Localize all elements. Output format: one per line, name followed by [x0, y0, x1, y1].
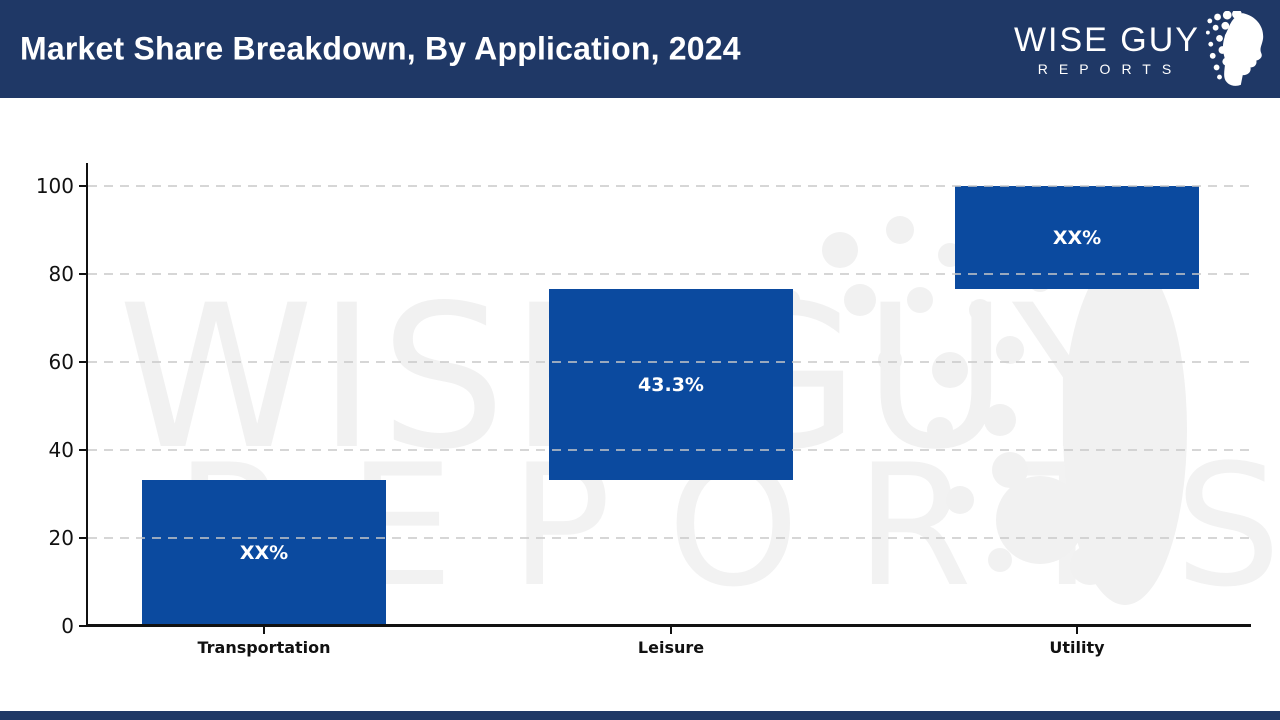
- logo-wordmark: WISE GUY REPORTS: [1014, 21, 1200, 77]
- y-tick-mark: [79, 449, 88, 451]
- header: Market Share Breakdown, By Application, …: [0, 0, 1280, 98]
- logo-title: WISE GUY: [1013, 21, 1200, 59]
- logo-subtitle: REPORTS: [1037, 61, 1183, 77]
- y-tick-mark: [79, 185, 88, 187]
- x-axis-line: [86, 624, 1251, 627]
- y-gridline: [88, 537, 1251, 539]
- x-category-label: Transportation: [197, 638, 331, 657]
- y-gridline: [88, 361, 1251, 363]
- x-tick-mark: [670, 627, 672, 634]
- y-gridline: [88, 449, 1251, 451]
- bar-value-label: XX%: [239, 541, 289, 564]
- logo: WISE GUY REPORTS: [1014, 11, 1266, 87]
- footer-bar: [0, 711, 1280, 720]
- bar-transportation: XX%: [142, 479, 386, 626]
- y-tick-label: 60: [48, 350, 74, 374]
- bar-leisure: 43.3%: [549, 289, 793, 480]
- bar-value-label: 43.3%: [638, 373, 704, 396]
- y-tick-label: 20: [48, 526, 74, 550]
- y-tick-label: 80: [48, 262, 74, 286]
- y-tick-mark: [79, 273, 88, 275]
- y-axis-line: [86, 163, 88, 627]
- x-category-label: Leisure: [637, 638, 705, 657]
- logo-face-icon: [1205, 11, 1264, 86]
- y-gridline: [88, 273, 1251, 275]
- x-tick-mark: [1076, 627, 1078, 634]
- y-tick-mark: [79, 361, 88, 363]
- y-tick-label: 0: [61, 614, 74, 638]
- x-tick-mark: [263, 627, 265, 634]
- y-tick-label: 100: [35, 174, 74, 198]
- x-category-label: Utility: [1049, 638, 1105, 657]
- y-tick-mark: [79, 537, 88, 539]
- page-title: Market Share Breakdown, By Application, …: [20, 30, 741, 67]
- y-gridline: [88, 185, 1251, 187]
- y-tick-mark: [79, 625, 88, 627]
- bar-value-label: XX%: [1052, 226, 1102, 249]
- y-tick-label: 40: [48, 438, 74, 462]
